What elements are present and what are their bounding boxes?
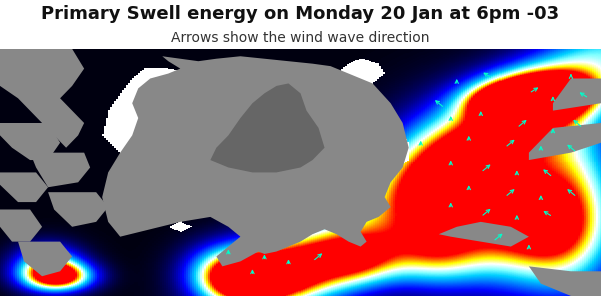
Polygon shape xyxy=(553,78,601,111)
Polygon shape xyxy=(0,210,42,242)
Polygon shape xyxy=(210,83,325,172)
Polygon shape xyxy=(102,56,409,266)
Polygon shape xyxy=(439,222,529,247)
Polygon shape xyxy=(0,172,48,202)
Polygon shape xyxy=(0,49,84,148)
Polygon shape xyxy=(18,242,72,276)
Text: Primary Swell energy on Monday 20 Jan at 6pm -03: Primary Swell energy on Monday 20 Jan at… xyxy=(41,5,560,23)
Polygon shape xyxy=(30,153,90,187)
Polygon shape xyxy=(529,123,601,160)
Polygon shape xyxy=(529,266,601,296)
Text: Arrows show the wind wave direction: Arrows show the wind wave direction xyxy=(171,31,430,45)
Polygon shape xyxy=(48,192,108,227)
Polygon shape xyxy=(0,123,60,160)
